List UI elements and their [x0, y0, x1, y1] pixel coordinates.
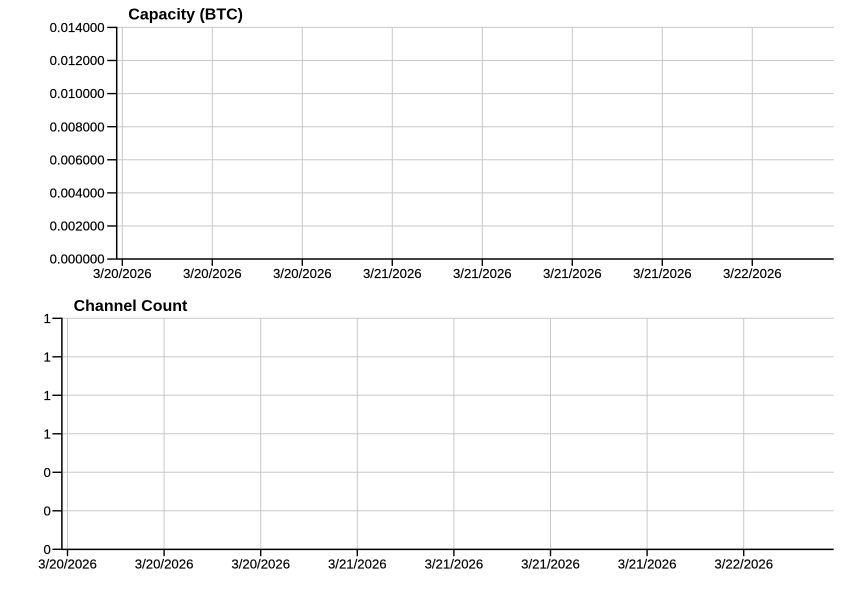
svg-text:1: 1 [44, 349, 51, 364]
svg-text:3/21/2026: 3/21/2026 [521, 556, 580, 571]
svg-text:3/20/2026: 3/20/2026 [273, 266, 332, 281]
svg-text:0.014000: 0.014000 [50, 20, 105, 35]
svg-text:3/22/2026: 3/22/2026 [714, 556, 773, 571]
svg-text:1: 1 [44, 311, 51, 326]
svg-text:3/21/2026: 3/21/2026 [543, 266, 602, 281]
svg-text:1: 1 [44, 426, 51, 441]
svg-text:3/21/2026: 3/21/2026 [633, 266, 692, 281]
svg-text:0.008000: 0.008000 [50, 119, 105, 134]
svg-text:1: 1 [44, 388, 51, 403]
svg-text:0.006000: 0.006000 [50, 152, 105, 167]
svg-text:0.004000: 0.004000 [50, 185, 105, 200]
svg-text:0.000000: 0.000000 [50, 252, 105, 267]
svg-text:3/20/2026: 3/20/2026 [135, 556, 194, 571]
svg-text:0: 0 [44, 542, 51, 557]
svg-text:0: 0 [44, 503, 51, 518]
svg-text:3/21/2026: 3/21/2026 [363, 266, 422, 281]
svg-text:0.010000: 0.010000 [50, 86, 105, 101]
svg-text:3/21/2026: 3/21/2026 [328, 556, 387, 571]
svg-text:3/21/2026: 3/21/2026 [425, 556, 484, 571]
svg-text:3/22/2026: 3/22/2026 [723, 266, 782, 281]
svg-text:3/21/2026: 3/21/2026 [453, 266, 512, 281]
svg-text:3/20/2026: 3/20/2026 [93, 266, 152, 281]
svg-text:3/20/2026: 3/20/2026 [231, 556, 290, 571]
svg-text:Capacity (BTC): Capacity (BTC) [128, 7, 243, 24]
svg-text:0.012000: 0.012000 [50, 53, 105, 68]
svg-text:3/20/2026: 3/20/2026 [38, 556, 97, 571]
svg-text:0: 0 [44, 465, 51, 480]
svg-text:Channel Count: Channel Count [74, 298, 188, 315]
svg-text:3/20/2026: 3/20/2026 [183, 266, 242, 281]
svg-text:3/21/2026: 3/21/2026 [618, 556, 677, 571]
svg-text:0.002000: 0.002000 [50, 219, 105, 234]
